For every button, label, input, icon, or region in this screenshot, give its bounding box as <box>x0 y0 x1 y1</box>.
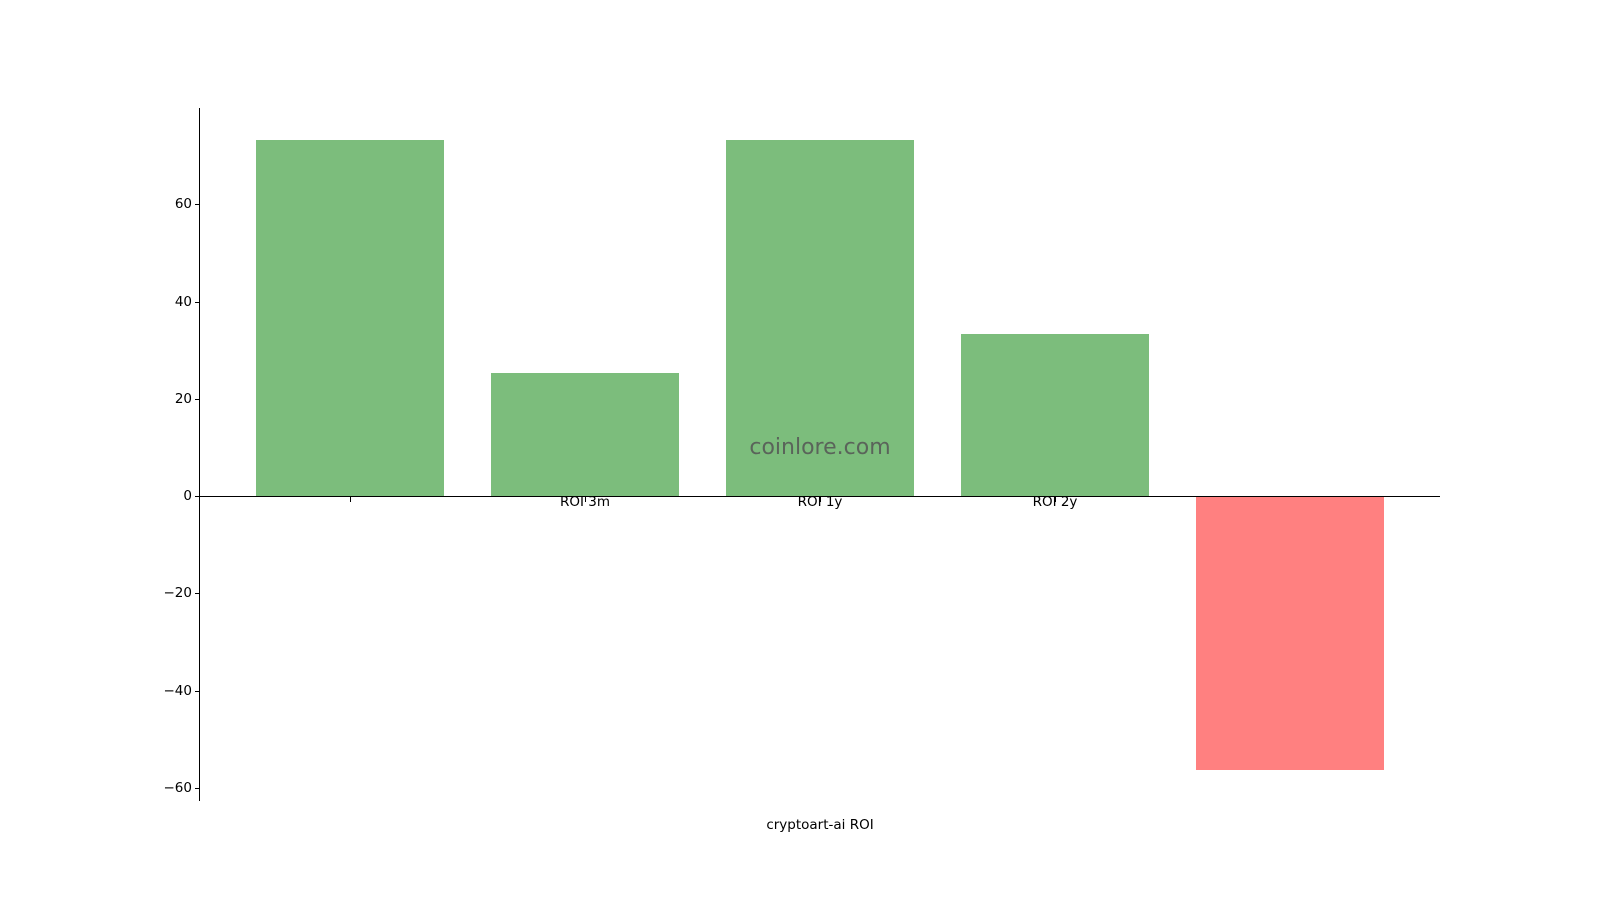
bar-positive <box>491 373 679 496</box>
y-tick-mark <box>195 302 200 303</box>
x-tick-label: ROI 2y <box>1032 494 1078 510</box>
x-tick-label: ROI 3m <box>559 494 611 510</box>
bar-positive <box>961 334 1149 496</box>
bar-positive <box>256 140 444 496</box>
bar-negative <box>1196 497 1384 770</box>
x-tick-mark <box>350 497 351 502</box>
x-axis-zero-line <box>200 496 1440 497</box>
y-axis-spine <box>199 108 200 801</box>
y-tick-label: 40 <box>174 294 192 310</box>
y-tick-mark <box>195 204 200 205</box>
y-tick-mark <box>195 496 200 497</box>
y-tick-label: 0 <box>183 488 192 504</box>
y-tick-mark <box>195 788 200 789</box>
y-tick-mark <box>195 593 200 594</box>
y-tick-label: 60 <box>174 196 192 212</box>
y-tick-label: 20 <box>174 391 192 407</box>
y-tick-mark <box>195 399 200 400</box>
x-tick-mark <box>820 497 821 502</box>
y-tick-label: −60 <box>163 780 193 796</box>
watermark: coinlore.com <box>749 435 891 460</box>
bar-positive <box>726 140 914 496</box>
x-tick-mark <box>1055 497 1056 502</box>
y-tick-label: −40 <box>163 683 193 699</box>
x-tick-mark <box>585 497 586 502</box>
x-tick-label: ROI 1y <box>797 494 843 510</box>
chart-xlabel: cryptoart-ai ROI <box>766 817 874 833</box>
y-tick-label: −20 <box>163 585 193 601</box>
y-tick-mark <box>195 691 200 692</box>
